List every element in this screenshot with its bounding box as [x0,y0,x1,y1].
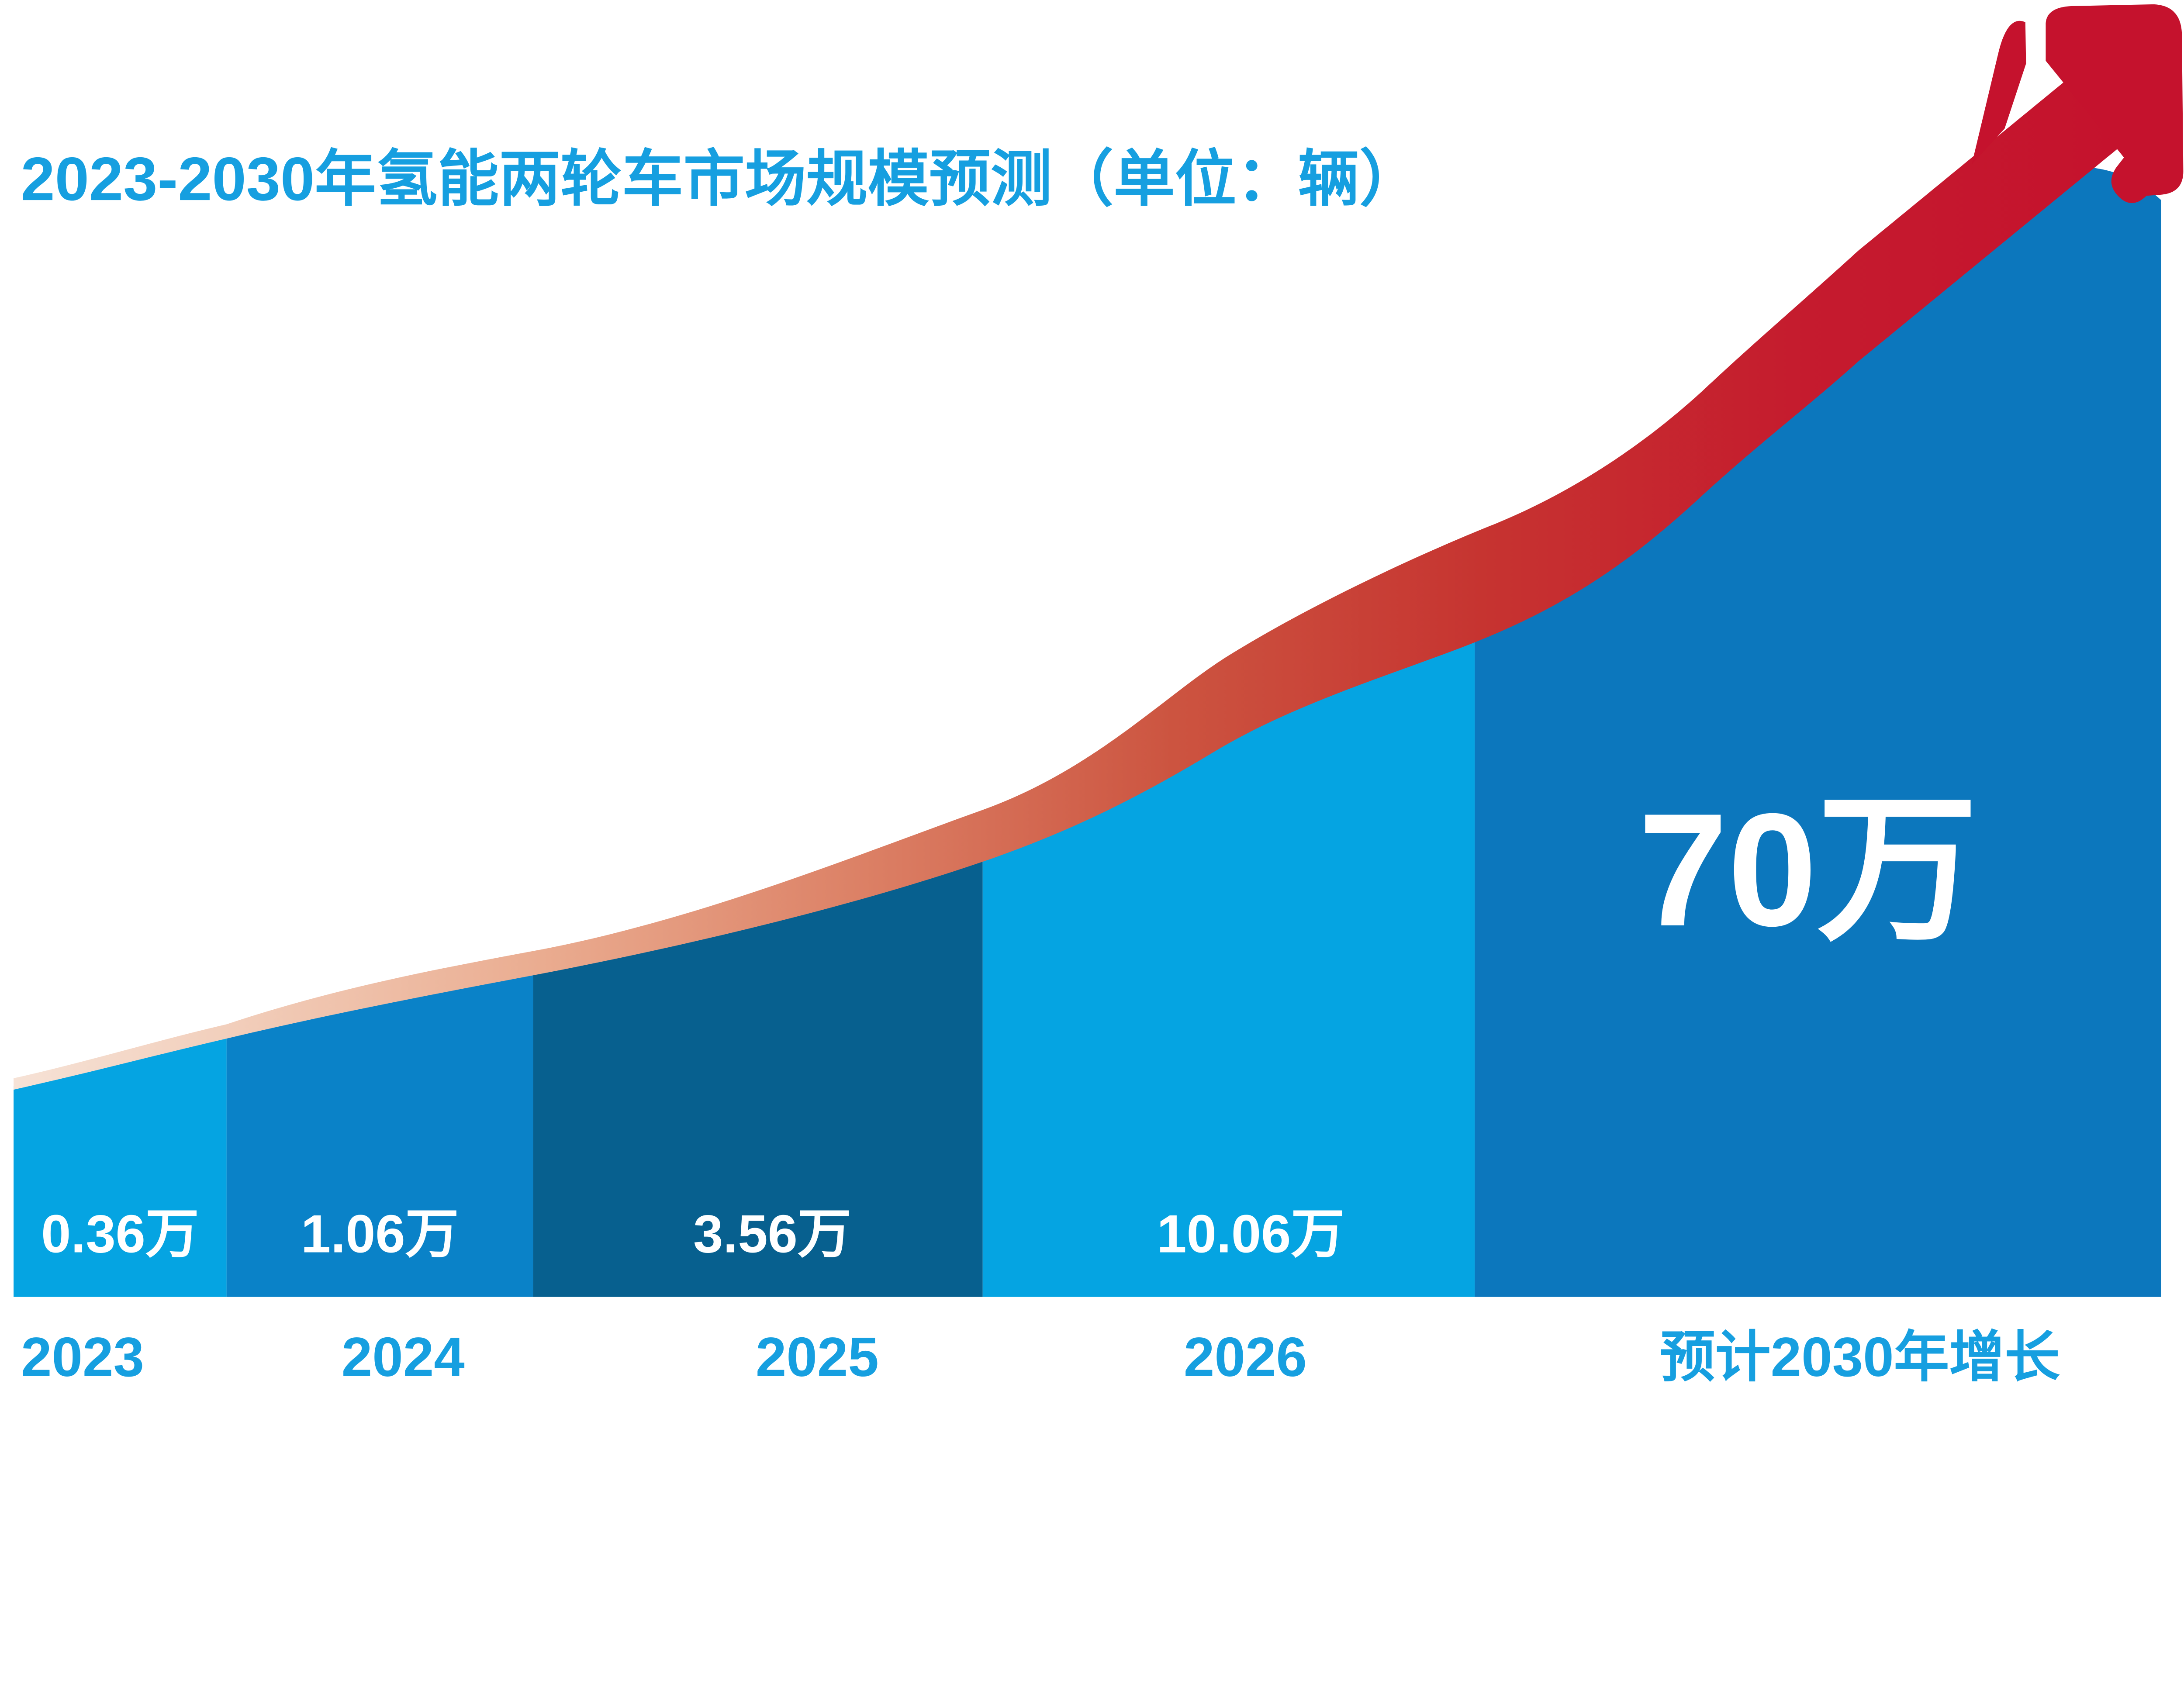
value-label-2024: 1.06万 [301,1204,459,1264]
bar-2023 [14,1035,227,1297]
chart-canvas: 2023-2030年氢能两轮车市场规模预测（单位：辆） 0.36万 1.06万 … [14,4,2184,1388]
category-labels: 2023 2024 2025 2026 预计2030年增长 [21,1326,2060,1388]
value-label-2023: 0.36万 [41,1204,199,1264]
value-label-2026: 10.06万 [1157,1204,1344,1264]
bar-2026 [982,638,1475,1297]
bar-2024 [226,972,533,1297]
value-labels: 0.36万 1.06万 3.56万 10.06万 70万 [41,780,1978,1264]
bar-2025 [533,858,983,1297]
category-label-2023: 2023 [21,1326,144,1388]
bars [14,167,2161,1297]
value-label-2030: 70万 [1638,780,1978,960]
value-label-2025: 3.56万 [693,1204,851,1264]
chart-title: 2023-2030年氢能两轮车市场规模预测（单位：辆） [21,145,1420,213]
arrow-head-icon [2046,4,2184,203]
category-label-2026: 2026 [1184,1326,1307,1388]
market-forecast-chart: 2023-2030年氢能两轮车市场规模预测（单位：辆） 0.36万 1.06万 … [14,4,2184,1388]
category-label-2024: 2024 [342,1326,465,1388]
category-label-2025: 2025 [756,1326,879,1388]
bar-2030 [1475,167,2161,1297]
category-label-2030-forecast: 预计2030年增长 [1660,1326,2060,1388]
arrow-shaft-cap [1972,21,2026,165]
